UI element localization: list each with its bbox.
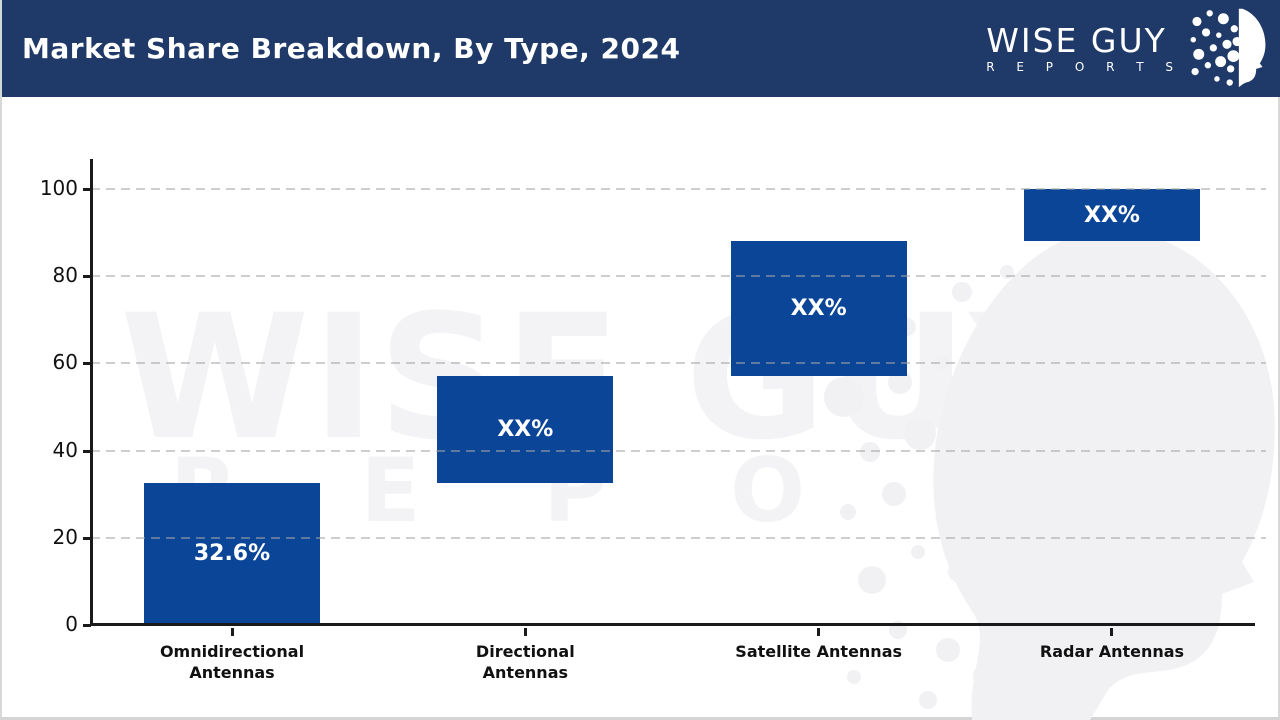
x-tick-mark-1 — [230, 628, 234, 636]
y-tick-mark-80 — [83, 275, 91, 279]
gridline-100 — [91, 188, 1266, 190]
y-tick-label-0: 0 — [65, 612, 78, 636]
x-category-label-line: Omnidirectional — [159, 642, 305, 661]
x-category-label-line: Antennas — [482, 663, 569, 682]
bar-value-label-1: 32.6% — [193, 541, 271, 567]
brand-logo-text: WISE GUY R E P O R T S — [986, 21, 1182, 75]
x-category-label-line: Radar Antennas — [1039, 642, 1185, 661]
y-tick-mark-100 — [83, 188, 91, 191]
bar-value-label-3: XX% — [790, 296, 847, 322]
y-tick-mark-40 — [83, 449, 91, 453]
plot-area: WISE GUY R E P O R T S 32.6%XX%XX%XX% — [2, 97, 1280, 720]
y-tick-label-80: 80 — [52, 263, 78, 288]
x-axis-line — [90, 623, 1255, 626]
x-category-label-4: Radar Antennas — [972, 641, 1252, 662]
gridline-40 — [91, 449, 1266, 452]
y-tick-mark-0 — [83, 624, 91, 627]
bar-value-label-4: XX% — [1084, 202, 1140, 228]
x-tick-mark-4 — [1110, 628, 1114, 636]
y-axis-line — [90, 159, 93, 626]
x-tick-mark-2 — [523, 628, 527, 636]
x-tick-mark-3 — [817, 628, 821, 636]
page-title: Market Share Breakdown, By Type, 2024 — [22, 32, 681, 65]
y-tick-mark-20 — [83, 536, 91, 540]
x-category-label-line: Antennas — [189, 663, 275, 682]
brand-subtitle: R E P O R T S — [986, 60, 1182, 74]
bar-segment-4: XX% — [1023, 189, 1200, 242]
y-tick-label-40: 40 — [52, 437, 78, 462]
logo-head-icon — [1186, 4, 1268, 94]
y-tick-label-20: 20 — [52, 524, 78, 549]
bar-segment-1: 32.6% — [144, 482, 320, 625]
x-category-label-line: Satellite Antennas — [735, 642, 903, 661]
brand-name: WISE GUY — [986, 21, 1167, 60]
bar-segment-2: XX% — [437, 376, 614, 483]
brand-logo: WISE GUY R E P O R T S — [986, 4, 1280, 94]
gridline-80 — [91, 275, 1266, 278]
watermark-head-icon — [822, 222, 1280, 720]
bar-segment-3: XX% — [730, 241, 907, 377]
y-tick-label-60: 60 — [52, 350, 78, 375]
x-category-label-1: Omnidirectional Antennas — [92, 641, 372, 683]
header-bar: Market Share Breakdown, By Type, 2024 WI… — [2, 0, 1280, 97]
x-category-label-3: Satellite Antennas — [679, 641, 959, 662]
y-tick-label-100: 100 — [39, 176, 78, 200]
bar-value-label-2: XX% — [497, 417, 554, 443]
gridline-60 — [91, 362, 1266, 365]
gridline-20 — [91, 536, 1266, 539]
x-category-label-line: Directional — [475, 642, 575, 661]
x-category-label-2: Directional Antennas — [385, 641, 665, 683]
y-tick-mark-60 — [83, 362, 91, 366]
